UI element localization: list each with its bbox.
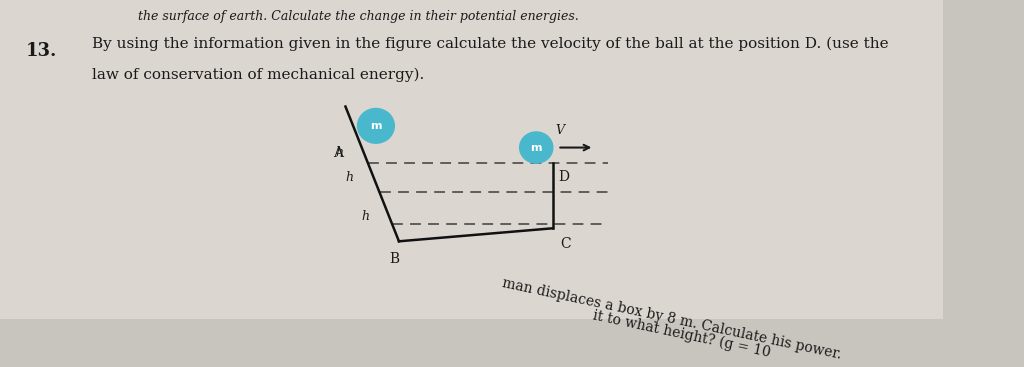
Circle shape xyxy=(357,109,394,143)
Text: V: V xyxy=(556,124,564,137)
Text: D: D xyxy=(558,170,569,184)
Text: m: m xyxy=(530,142,542,153)
Circle shape xyxy=(519,132,553,163)
Text: law of conservation of mechanical energy).: law of conservation of mechanical energy… xyxy=(92,68,424,82)
Text: By using the information given in the figure calculate the velocity of the ball : By using the information given in the fi… xyxy=(92,36,889,51)
Text: man displaces a box by 8 m. Calculate his power.: man displaces a box by 8 m. Calculate hi… xyxy=(488,273,843,362)
Text: B: B xyxy=(389,252,399,266)
Text: 13.: 13. xyxy=(26,42,57,60)
Text: h: h xyxy=(361,210,369,224)
Text: h: h xyxy=(345,171,353,184)
Text: A: A xyxy=(333,146,343,160)
Text: it to what height? (g = 10: it to what height? (g = 10 xyxy=(553,299,772,359)
Text: h: h xyxy=(336,146,343,159)
Text: m: m xyxy=(370,121,382,131)
Text: C: C xyxy=(560,237,570,251)
Text: the surface of earth. Calculate the change in their potential energies.: the surface of earth. Calculate the chan… xyxy=(138,10,579,23)
